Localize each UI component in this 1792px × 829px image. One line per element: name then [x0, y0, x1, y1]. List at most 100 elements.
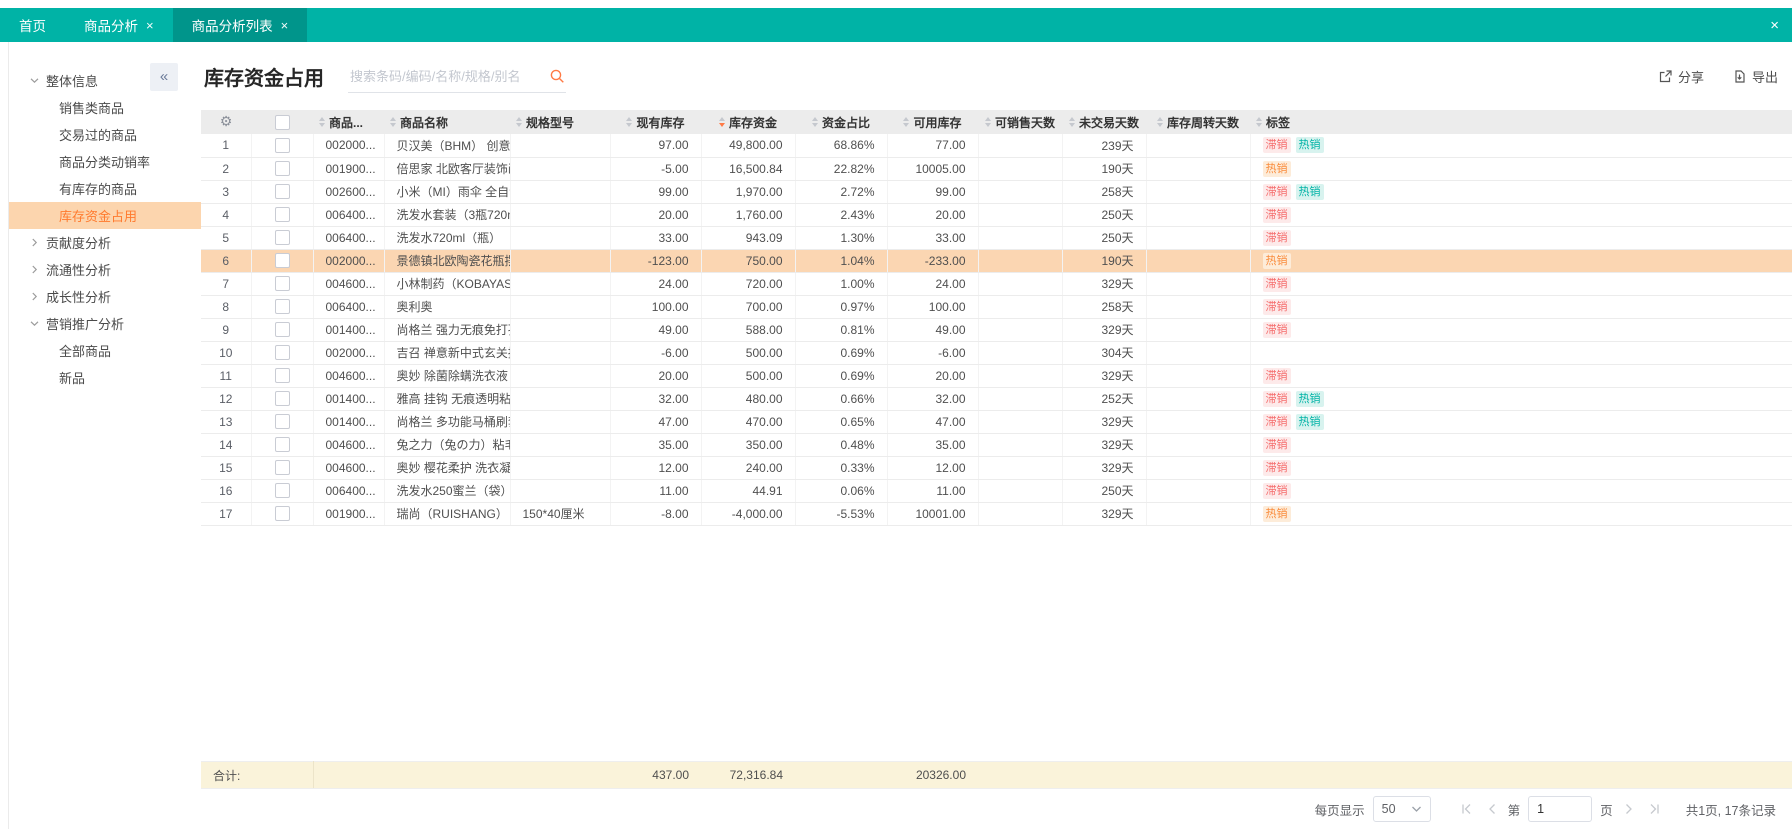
page-number-input[interactable] — [1528, 796, 1593, 822]
table-row[interactable]: 1 002000...贝汉美（BHM） 创意北欧客 97.0049,800.0068… — [201, 134, 1792, 158]
gear-icon[interactable]: ⚙ — [219, 114, 233, 130]
row-checkbox-cell — [251, 203, 314, 227]
sidebar-item-4[interactable]: 有库存的商品 — [9, 175, 201, 202]
row-checkbox[interactable] — [274, 137, 290, 153]
tags-cell: 热销 — [1250, 249, 1792, 273]
available-cell: 99.00 — [887, 180, 979, 204]
row-checkbox[interactable] — [274, 368, 290, 384]
sidebar-item-2[interactable]: 交易过的商品 — [9, 121, 201, 148]
turnover-days-cell — [1146, 479, 1251, 503]
product-code-cell: 006400... — [313, 295, 385, 319]
row-checkbox[interactable] — [274, 483, 290, 499]
tab-close-icon[interactable]: × — [146, 17, 154, 33]
row-checkbox[interactable] — [274, 230, 290, 246]
next-page-button[interactable] — [1621, 803, 1637, 815]
tags-cell: 滞销 — [1250, 295, 1792, 319]
row-checkbox-cell — [251, 502, 314, 526]
sidebar-item-10[interactable]: 全部商品 — [9, 337, 201, 364]
column-header-fund: 库存资金 — [701, 110, 795, 134]
row-checkbox-cell — [251, 318, 314, 342]
share-button[interactable]: 分享 — [1658, 67, 1704, 86]
row-checkbox[interactable] — [274, 276, 290, 292]
sidebar-item-3[interactable]: 商品分类动销率 — [9, 148, 201, 175]
sort-icon[interactable] — [811, 117, 818, 127]
search-icon[interactable] — [549, 68, 566, 85]
table-row[interactable]: 8 006400... 奥利奥 100.00 700.00 0.97% 100.00 258天… — [201, 295, 1792, 319]
spec-cell — [510, 226, 611, 250]
table-row[interactable]: 16 006400... 洗发水250蜜兰（袋） 11.00 44.91 0.06% 11.… — [201, 479, 1792, 503]
sort-icon[interactable] — [516, 117, 522, 127]
table-row[interactable]: 7004600...小林制药（KOBAYASHI）日24.00720.001.0… — [201, 272, 1792, 296]
first-page-button[interactable] — [1457, 803, 1476, 815]
available-cell: 35.00 — [887, 433, 979, 457]
sort-icon[interactable] — [626, 117, 633, 127]
row-checkbox[interactable] — [274, 161, 290, 177]
sellable-days-cell — [978, 502, 1063, 526]
pagination-bar: 每页显示 50 第 页 共1页, 17条记录 — [201, 789, 1792, 829]
sidebar-item-6[interactable]: 贡献度分析 — [9, 229, 201, 256]
row-checkbox[interactable] — [274, 437, 290, 453]
table-row[interactable]: 17 001900...瑞尚（RUISHANG） 卧室装150*40厘米-8.00… — [201, 502, 1792, 526]
table-row[interactable]: 11 004600... 奥妙 除菌除螨洗衣液 20.00 500.00 0.69% 20.… — [201, 364, 1792, 388]
row-checkbox[interactable] — [274, 184, 290, 200]
sidebar-item-0[interactable]: 整体信息 — [9, 67, 201, 94]
sort-icon[interactable] — [718, 117, 725, 127]
sort-icon[interactable] — [1068, 117, 1075, 127]
table-row[interactable]: 4006400...洗发水套装（3瓶720ml+1瓶20.001,760.002… — [201, 203, 1792, 227]
available-cell: 49.00 — [887, 318, 979, 342]
select-all-checkbox[interactable] — [274, 114, 290, 130]
no-trade-days-cell: 250天 — [1062, 203, 1147, 227]
tab-1[interactable]: 商品分析 × — [65, 8, 173, 42]
totals-no_trade_days-cell — [1062, 761, 1146, 789]
row-checkbox[interactable] — [274, 207, 290, 223]
prev-page-button[interactable] — [1484, 803, 1500, 815]
sidebar-item-1[interactable]: 销售类商品 — [9, 94, 201, 121]
sidebar-item-label: 营销推广分析 — [46, 317, 125, 332]
sort-icon[interactable] — [1156, 117, 1163, 127]
close-icon[interactable]: × — [1770, 16, 1779, 34]
sort-icon[interactable] — [1256, 117, 1262, 127]
last-page-button[interactable] — [1645, 803, 1664, 815]
search-input[interactable] — [348, 68, 549, 85]
tag-red: 滞销 — [1262, 459, 1291, 476]
sidebar-item-11[interactable]: 新品 — [9, 364, 201, 391]
tags-cell: 滞销 — [1250, 203, 1792, 227]
sidebar-item-5[interactable]: 库存资金占用 — [9, 202, 201, 229]
row-checkbox[interactable] — [274, 460, 290, 476]
sort-icon[interactable] — [984, 117, 991, 127]
sidebar-collapse-button[interactable]: « — [150, 63, 178, 91]
export-button[interactable]: 导出 — [1732, 67, 1778, 86]
row-checkbox[interactable] — [274, 253, 290, 269]
sort-icon[interactable] — [390, 117, 396, 127]
table-row[interactable]: 6 002000...景德镇北欧陶瓷花瓶摆件 仿 -123.00750.001.04… — [201, 249, 1792, 273]
table-row[interactable]: 14004600...兔之力（兔の力）粘毛器粘35.00350.000.48%3… — [201, 433, 1792, 457]
row-checkbox[interactable] — [274, 391, 290, 407]
sidebar-item-9[interactable]: 营销推广分析 — [9, 310, 201, 337]
tab-0[interactable]: 首页 — [0, 8, 65, 42]
tag-red: 滞销 — [1262, 298, 1291, 315]
row-checkbox[interactable] — [274, 414, 290, 430]
per-page-select[interactable]: 50 — [1372, 796, 1431, 822]
table-row[interactable]: 5 006400... 洗发水720ml（瓶） 33.00 943.09 1.30% 33.… — [201, 226, 1792, 250]
sidebar-item-7[interactable]: 流通性分析 — [9, 256, 201, 283]
fund-cell: 500.00 — [701, 364, 796, 388]
tab-close-icon[interactable]: × — [280, 17, 289, 33]
no-trade-days-cell: 250天 — [1062, 226, 1147, 250]
product-name-cell: 尚格兰 多功能马桶刷套装 刷 — [384, 410, 511, 434]
sidebar-item-8[interactable]: 成长性分析 — [9, 283, 201, 310]
row-checkbox[interactable] — [274, 345, 290, 361]
sort-icon[interactable] — [319, 117, 325, 127]
row-checkbox[interactable] — [274, 322, 290, 338]
table-row[interactable]: 2 001900...倍思家 北欧客厅装饰画卧室 -5.0016,500.8422.… — [201, 157, 1792, 181]
tab-2[interactable]: 商品分析列表 × — [172, 8, 308, 42]
row-checkbox[interactable] — [274, 299, 290, 315]
row-checkbox[interactable] — [274, 506, 290, 522]
sort-icon[interactable] — [903, 117, 910, 127]
